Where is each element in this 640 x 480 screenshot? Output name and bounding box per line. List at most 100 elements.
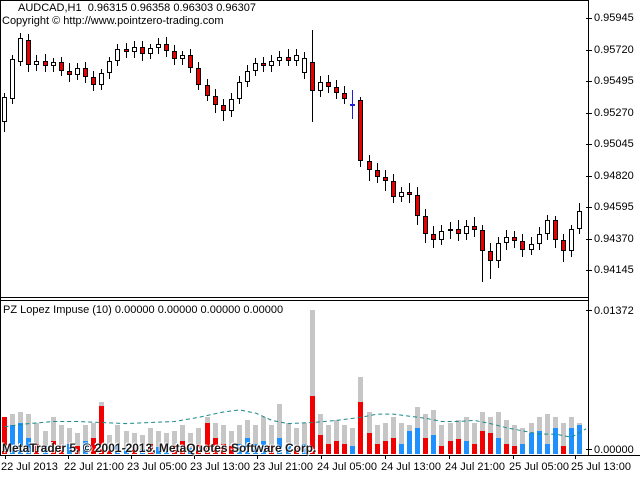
bear-candle [196,68,201,85]
time-axis-label: 22 Jul 2013 [1,461,58,473]
bear-candle [205,85,210,96]
range-bar [221,425,226,454]
indicator-pane[interactable]: PZ Lopez Impuse (10) 0.00000 0.00000 0.0… [0,301,588,455]
bear-candle [512,237,517,241]
pane-splitter[interactable] [0,300,589,301]
indicator-axis-label: 0.00000 [594,444,634,456]
bull-candle [439,231,444,240]
range-bar [520,428,525,454]
bear-impulse-bar [439,446,444,454]
bull-candle [237,82,242,99]
bear-impulse-bar [34,444,39,454]
price-tick [586,18,592,19]
range-bar [172,431,177,454]
range-bar [132,433,137,454]
range-bar [310,310,315,454]
range-bar [34,423,39,454]
bear-impulse-bar [448,441,453,454]
bear-impulse-bar [358,402,363,454]
bear-impulse-bar [480,431,485,454]
bull-candle [545,220,550,234]
range-bar [75,433,80,454]
price-tick [586,176,592,177]
bull-candle [156,44,161,48]
ohlc-high: 0.96358 [130,2,171,14]
bear-candle [221,105,226,111]
bear-candle [383,177,388,181]
bear-impulse-bar [423,438,428,454]
bear-impulse-bar [213,438,218,454]
bear-candle [367,161,372,170]
bull-candle [537,234,542,244]
bear-impulse-bar [75,446,80,454]
bear-candle [172,51,177,59]
bear-candle [375,170,380,177]
main-pane-bottom-border [0,297,589,298]
indicator-name: PZ Lopez Impuse (10) [3,304,112,316]
bear-impulse-bar [59,446,64,454]
bull-candle [99,73,104,85]
bull-candle [577,211,582,229]
bear-impulse-bar [205,423,210,454]
bear-impulse-bar [148,444,153,454]
bull-candle [245,71,250,82]
bull-candle [10,59,15,99]
bear-impulse-bar [367,433,372,454]
price-chart-pane[interactable]: AUDCAD,H1 0.96315 0.96358 0.96303 0.9630… [0,0,588,297]
bear-impulse-bar [561,446,566,454]
price-axis-label: 0.94595 [594,201,634,213]
bear-candle [342,93,347,99]
bull-candle [180,55,185,59]
price-tick [586,270,592,271]
bull-impulse-bar [537,431,542,454]
bear-candle [423,216,428,234]
bull-candle [269,61,274,66]
range-bar [342,425,347,454]
bear-candle [334,87,339,93]
bull-candle [318,82,323,91]
time-axis-label: 23 Jul 05:00 [127,461,187,473]
bull-impulse-bar [277,438,282,454]
range-bar [188,433,193,454]
bear-impulse-bar [318,435,323,454]
bull-candle [18,38,23,62]
range-bar [350,428,355,454]
range-bar [423,414,428,454]
time-tick [194,455,195,459]
range-bar [269,425,274,454]
bull-impulse-bar [529,433,534,454]
bull-candle [277,57,282,61]
bull-candle [302,58,307,73]
range-bar [51,417,56,454]
bear-impulse-bar [172,446,177,454]
bull-impulse-bar [407,431,412,454]
bull-impulse-bar [302,444,307,454]
range-bar [431,410,436,454]
bear-candle [391,181,396,197]
time-axis[interactable]: 22 Jul 2013 22 Jul 21:00 23 Jul 05:00 23 Ju… [0,455,640,480]
bear-impulse-bar [375,444,380,454]
bear-impulse-bar [342,444,347,454]
bear-impulse-bar [99,406,104,454]
bull-impulse-bar [140,449,145,454]
bull-candle [569,229,574,251]
price-tick [586,50,592,51]
range-bar [59,425,64,454]
time-axis-label: 22 Jul 21:00 [64,461,124,473]
bull-impulse-bar [115,446,120,454]
range-bar [83,425,88,454]
bear-impulse-bar [229,446,234,454]
price-axis-label: 0.94145 [594,264,634,276]
range-bar [124,431,129,454]
bull-candle [132,47,137,52]
time-axis-label: 24 Jul 05:00 [317,461,377,473]
bear-impulse-bar [504,444,509,454]
time-tick [68,455,69,459]
price-axis-label: 0.95720 [594,44,634,56]
price-axis[interactable]: 0.95945 0.95720 0.95495 0.95270 0.95045 0.948… [586,0,640,456]
price-axis-label: 0.95945 [594,12,634,24]
bear-candle [310,62,315,91]
bull-impulse-bar [520,444,525,454]
